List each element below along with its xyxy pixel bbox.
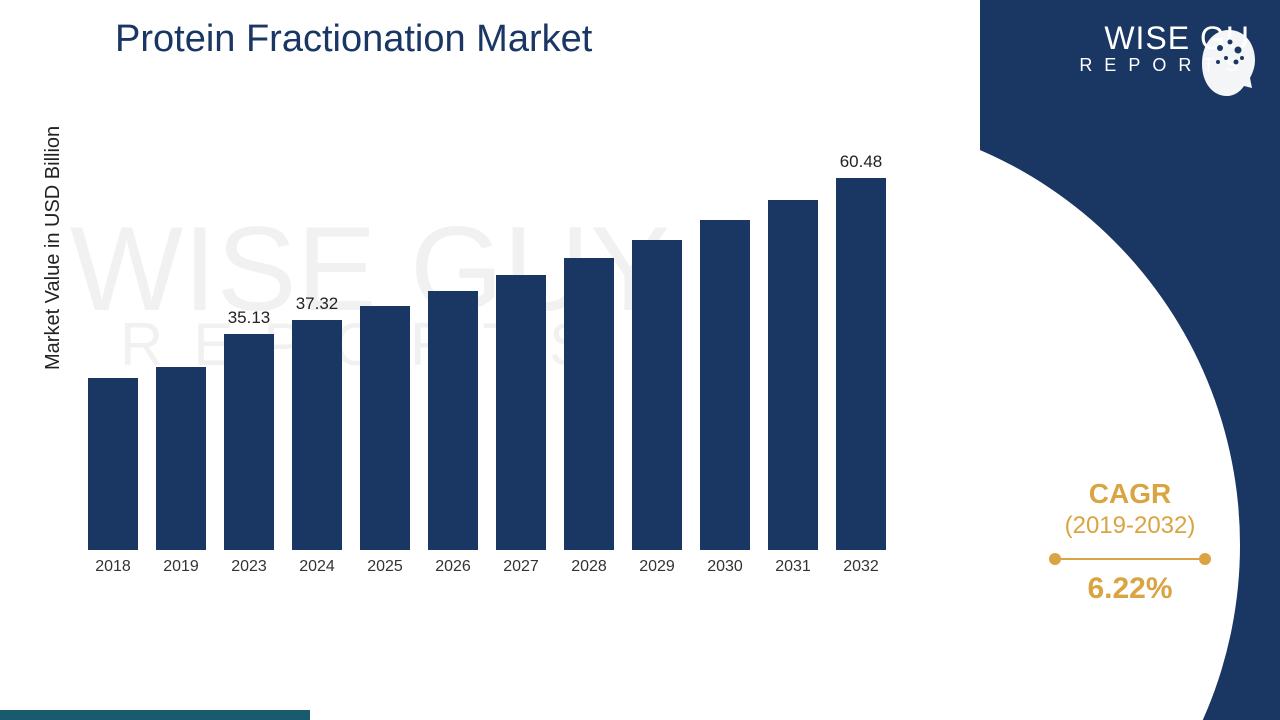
cagr-value: 6.22% — [1035, 572, 1225, 606]
cagr-range: (2019-2032) — [1035, 512, 1225, 540]
bar — [632, 240, 682, 550]
x-tick-label: 2030 — [696, 558, 754, 576]
bar — [700, 220, 750, 550]
bar: 60.48 — [836, 178, 886, 550]
cagr-callout: CAGR (2019-2032) 6.22% — [1035, 478, 1225, 606]
x-tick-label: 2025 — [356, 558, 414, 576]
x-tick-label: 2028 — [560, 558, 618, 576]
plot-area: 2018201935.13202337.32202420252026202720… — [88, 150, 910, 550]
bar-value-label: 35.13 — [224, 308, 274, 334]
bar — [564, 258, 614, 550]
x-tick-label: 2029 — [628, 558, 686, 576]
x-tick-label: 2024 — [288, 558, 346, 576]
cagr-label: CAGR — [1035, 478, 1225, 510]
bar — [156, 367, 206, 550]
head-icon — [1200, 28, 1258, 98]
x-tick-label: 2027 — [492, 558, 550, 576]
bar — [88, 378, 138, 550]
bar-chart: Market Value in USD Billion 2018201935.1… — [60, 150, 910, 590]
chart-title: Protein Fractionation Market — [115, 18, 592, 61]
bar: 35.13 — [224, 334, 274, 550]
footer-accent-bar — [0, 710, 310, 720]
x-tick-label: 2023 — [220, 558, 278, 576]
bar-value-label: 60.48 — [836, 152, 886, 178]
bar — [768, 200, 818, 550]
x-tick-label: 2031 — [764, 558, 822, 576]
bar — [496, 275, 546, 550]
brand-logo: WISE GU REPORTS — [1079, 20, 1250, 76]
bar: 37.32 — [292, 320, 342, 550]
cagr-divider — [1055, 558, 1205, 560]
x-tick-label: 2026 — [424, 558, 482, 576]
y-axis-label: Market Value in USD Billion — [42, 126, 65, 370]
bar — [428, 291, 478, 550]
x-tick-label: 2032 — [832, 558, 890, 576]
bar-value-label: 37.32 — [292, 294, 342, 320]
x-tick-label: 2018 — [84, 558, 142, 576]
x-tick-label: 2019 — [152, 558, 210, 576]
bar — [360, 306, 410, 550]
